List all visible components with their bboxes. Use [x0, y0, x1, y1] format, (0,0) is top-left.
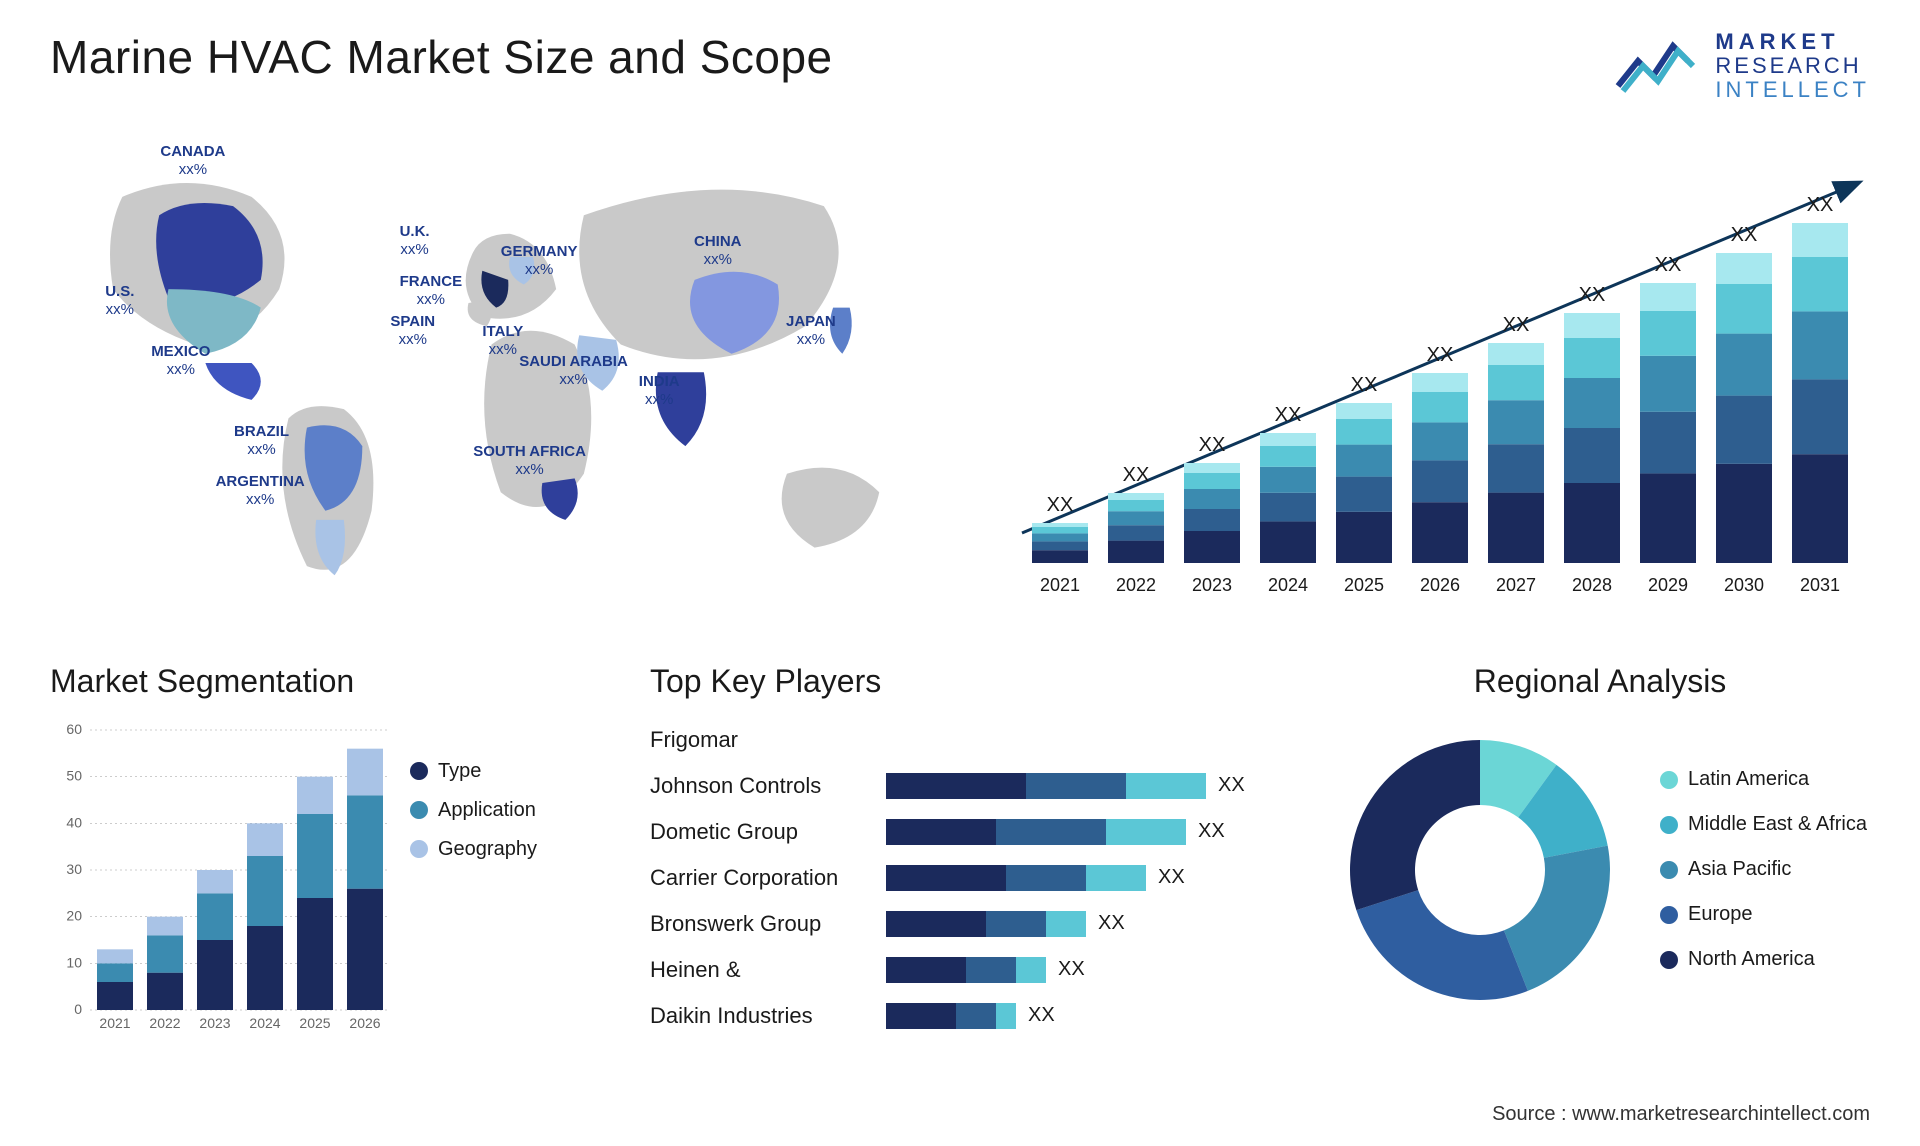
svg-text:XX: XX — [1275, 404, 1302, 426]
svg-text:2025: 2025 — [1344, 575, 1384, 595]
map-label: ARGENTINAxx% — [216, 473, 305, 509]
legend-item: Application — [410, 799, 537, 822]
map-label: JAPANxx% — [786, 313, 836, 349]
main-chart-panel: XX 2021 XX 2022 XX 2023 XX 2024 XX 2025 XX 2026 XX 20… — [1010, 123, 1870, 623]
svg-text:XX: XX — [1807, 194, 1834, 216]
logo-icon — [1613, 31, 1703, 101]
svg-text:2022: 2022 — [149, 1015, 180, 1031]
segmentation-chart: 0 10 20 30 40 50 60 2021 2022 2023 2024 2025 2026 — [50, 720, 390, 1040]
map-label: U.K.xx% — [400, 223, 430, 259]
svg-text:2026: 2026 — [1420, 575, 1460, 595]
player-row: Heinen &XX — [650, 950, 1290, 990]
legend-item: Middle East & Africa — [1660, 813, 1867, 836]
svg-text:2024: 2024 — [249, 1015, 280, 1031]
main-bar-chart: XX 2021 XX 2022 XX 2023 XX 2024 XX 2025 XX 2026 XX 20… — [1010, 123, 1870, 613]
svg-text:XX: XX — [1199, 434, 1226, 456]
region-donut-chart — [1330, 720, 1630, 1020]
source-text: Source : www.marketresearchintellect.com — [1492, 1103, 1870, 1126]
map-label: INDIAxx% — [639, 373, 680, 409]
svg-text:10: 10 — [66, 954, 82, 970]
segmentation-legend: Type Application Geography — [410, 720, 537, 1040]
map-label: GERMANYxx% — [501, 243, 578, 279]
logo: MARKET RESEARCH INTELLECT — [1613, 30, 1870, 103]
svg-text:2031: 2031 — [1800, 575, 1840, 595]
players-panel: Top Key Players Frigomar Johnson Controls… — [650, 663, 1290, 1063]
map-label: SPAINxx% — [390, 313, 435, 349]
legend-item: Europe — [1660, 903, 1867, 926]
svg-text:2026: 2026 — [349, 1015, 380, 1031]
svg-text:2028: 2028 — [1572, 575, 1612, 595]
page-title: Marine HVAC Market Size and Scope — [50, 30, 833, 84]
player-row: Bronswerk GroupXX — [650, 904, 1290, 944]
legend-item: Latin America — [1660, 768, 1867, 791]
svg-text:XX: XX — [1427, 344, 1454, 366]
svg-text:2023: 2023 — [1192, 575, 1232, 595]
region-legend: Latin America Middle East & Africa Asia Pa… — [1660, 768, 1867, 971]
svg-text:20: 20 — [66, 907, 82, 923]
svg-text:0: 0 — [74, 1001, 82, 1017]
map-label: ITALYxx% — [482, 323, 523, 359]
map-label: CHINAxx% — [694, 233, 742, 269]
region-panel: Regional Analysis Latin America Middle Ea… — [1330, 663, 1870, 1063]
svg-text:2023: 2023 — [199, 1015, 230, 1031]
players-title: Top Key Players — [650, 663, 1290, 700]
map-label: FRANCExx% — [400, 273, 463, 309]
legend-item: Geography — [410, 838, 537, 861]
svg-text:2027: 2027 — [1496, 575, 1536, 595]
player-row: Daikin IndustriesXX — [650, 996, 1290, 1036]
map-label: SOUTH AFRICAxx% — [473, 443, 586, 479]
svg-text:40: 40 — [66, 814, 82, 830]
map-label: BRAZILxx% — [234, 423, 289, 459]
top-row: CANADAxx% U.S.xx% MEXICOxx% BRAZILxx% ARGENT… — [50, 123, 1870, 623]
svg-text:30: 30 — [66, 861, 82, 877]
map-label: U.S.xx% — [105, 283, 134, 319]
svg-text:2029: 2029 — [1648, 575, 1688, 595]
segmentation-title: Market Segmentation — [50, 663, 610, 700]
legend-item: Type — [410, 760, 537, 783]
player-row: Carrier CorporationXX — [650, 858, 1290, 898]
svg-text:2024: 2024 — [1268, 575, 1308, 595]
map-label: CANADAxx% — [160, 143, 225, 179]
svg-text:XX: XX — [1579, 284, 1606, 306]
map-label: MEXICOxx% — [151, 343, 210, 379]
segmentation-panel: Market Segmentation 0 10 20 30 40 50 60 2021 202… — [50, 663, 610, 1063]
header: Marine HVAC Market Size and Scope MARKET… — [50, 30, 1870, 103]
svg-text:50: 50 — [66, 767, 82, 783]
player-row: Johnson ControlsXX — [650, 766, 1290, 806]
svg-text:XX: XX — [1731, 224, 1758, 246]
world-map-panel: CANADAxx% U.S.xx% MEXICOxx% BRAZILxx% ARGENT… — [50, 123, 970, 623]
svg-text:60: 60 — [66, 721, 82, 737]
svg-text:2025: 2025 — [299, 1015, 330, 1031]
player-row: Frigomar — [650, 720, 1290, 760]
svg-text:2030: 2030 — [1724, 575, 1764, 595]
map-label: SAUDI ARABIAxx% — [519, 353, 628, 389]
svg-text:XX: XX — [1123, 464, 1150, 486]
svg-text:2022: 2022 — [1116, 575, 1156, 595]
svg-text:XX: XX — [1351, 374, 1378, 396]
svg-text:XX: XX — [1503, 314, 1530, 336]
region-title: Regional Analysis — [1330, 663, 1870, 700]
logo-text: MARKET RESEARCH INTELLECT — [1715, 30, 1870, 103]
svg-text:2021: 2021 — [1040, 575, 1080, 595]
player-row: Dometic GroupXX — [650, 812, 1290, 852]
svg-text:XX: XX — [1047, 494, 1074, 516]
legend-item: Asia Pacific — [1660, 858, 1867, 881]
players-list: Frigomar Johnson ControlsXX Dometic GroupX… — [650, 720, 1290, 1036]
legend-item: North America — [1660, 948, 1867, 971]
bottom-row: Market Segmentation 0 10 20 30 40 50 60 2021 202… — [50, 663, 1870, 1063]
svg-text:XX: XX — [1655, 254, 1682, 276]
svg-text:2021: 2021 — [99, 1015, 130, 1031]
